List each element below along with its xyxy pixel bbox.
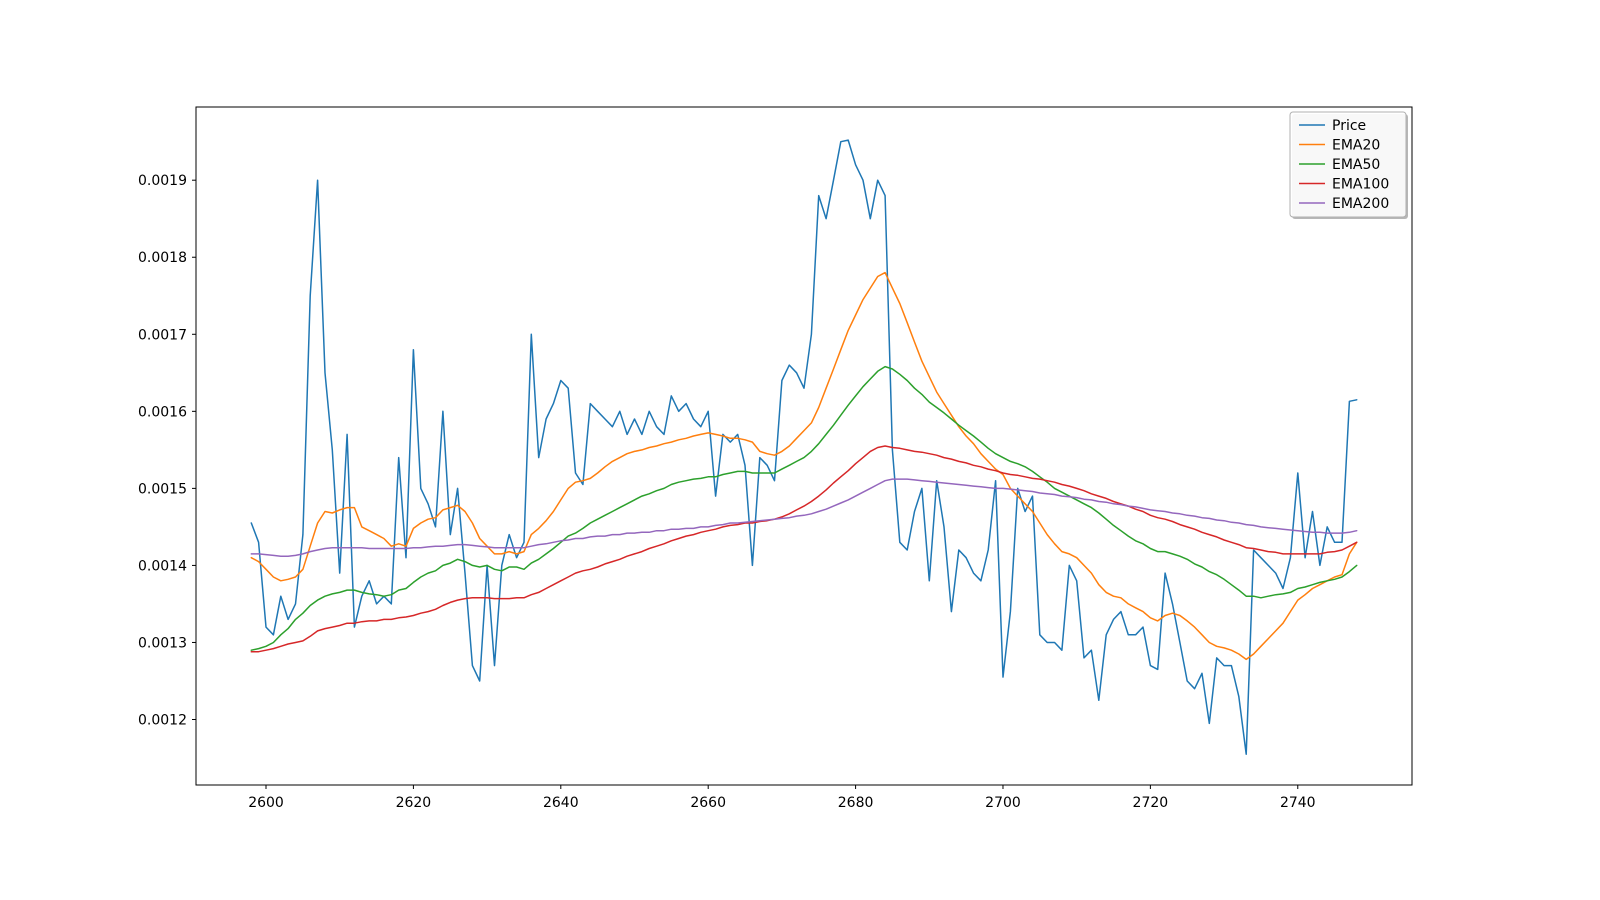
y-tick-label: 0.0018 <box>138 250 187 266</box>
legend-item-ema100: EMA100 <box>1299 177 1389 193</box>
legend-label-price: Price <box>1332 118 1366 134</box>
y-tick-label: 0.0013 <box>138 635 187 651</box>
y-tick-label: 0.0019 <box>138 173 187 189</box>
legend-label-ema50: EMA50 <box>1332 157 1380 173</box>
legend-box <box>1289 111 1407 218</box>
x-tick-label: 2620 <box>396 795 432 811</box>
plot-area <box>195 106 1413 786</box>
x-tick-label: 2600 <box>248 795 284 811</box>
y-tick-label: 0.0016 <box>138 404 187 420</box>
legend-item-ema200: EMA200 <box>1299 196 1389 212</box>
x-tick-label: 2680 <box>838 795 874 811</box>
legend-label-ema100: EMA100 <box>1332 177 1389 193</box>
x-tick-label: 2740 <box>1280 795 1316 811</box>
legend-label-ema200: EMA200 <box>1332 196 1389 212</box>
x-tick-label: 2660 <box>690 795 726 811</box>
legend-item-ema50: EMA50 <box>1299 157 1380 173</box>
y-tick-label: 0.0012 <box>138 713 187 729</box>
series-line-ema50 <box>250 365 1358 651</box>
legend-item-price: Price <box>1299 118 1366 134</box>
x-tick-label: 2640 <box>543 795 579 811</box>
series-line-ema100 <box>250 445 1358 653</box>
series-line-ema20 <box>250 271 1358 661</box>
legend: Price EMA20 EMA50 EMA100 EMA200 <box>1289 111 1408 219</box>
y-tick-label: 0.0015 <box>138 481 187 497</box>
x-tick-label: 2720 <box>1133 795 1169 811</box>
legend-item-ema20: EMA20 <box>1299 138 1380 154</box>
legend-label-ema20: EMA20 <box>1332 138 1380 154</box>
x-tick-label: 2700 <box>985 795 1021 811</box>
y-tick-label: 0.0017 <box>138 327 187 343</box>
series-line-ema200 <box>250 478 1358 557</box>
series-line-price <box>250 139 1358 755</box>
y-tick-label: 0.0014 <box>138 558 187 574</box>
